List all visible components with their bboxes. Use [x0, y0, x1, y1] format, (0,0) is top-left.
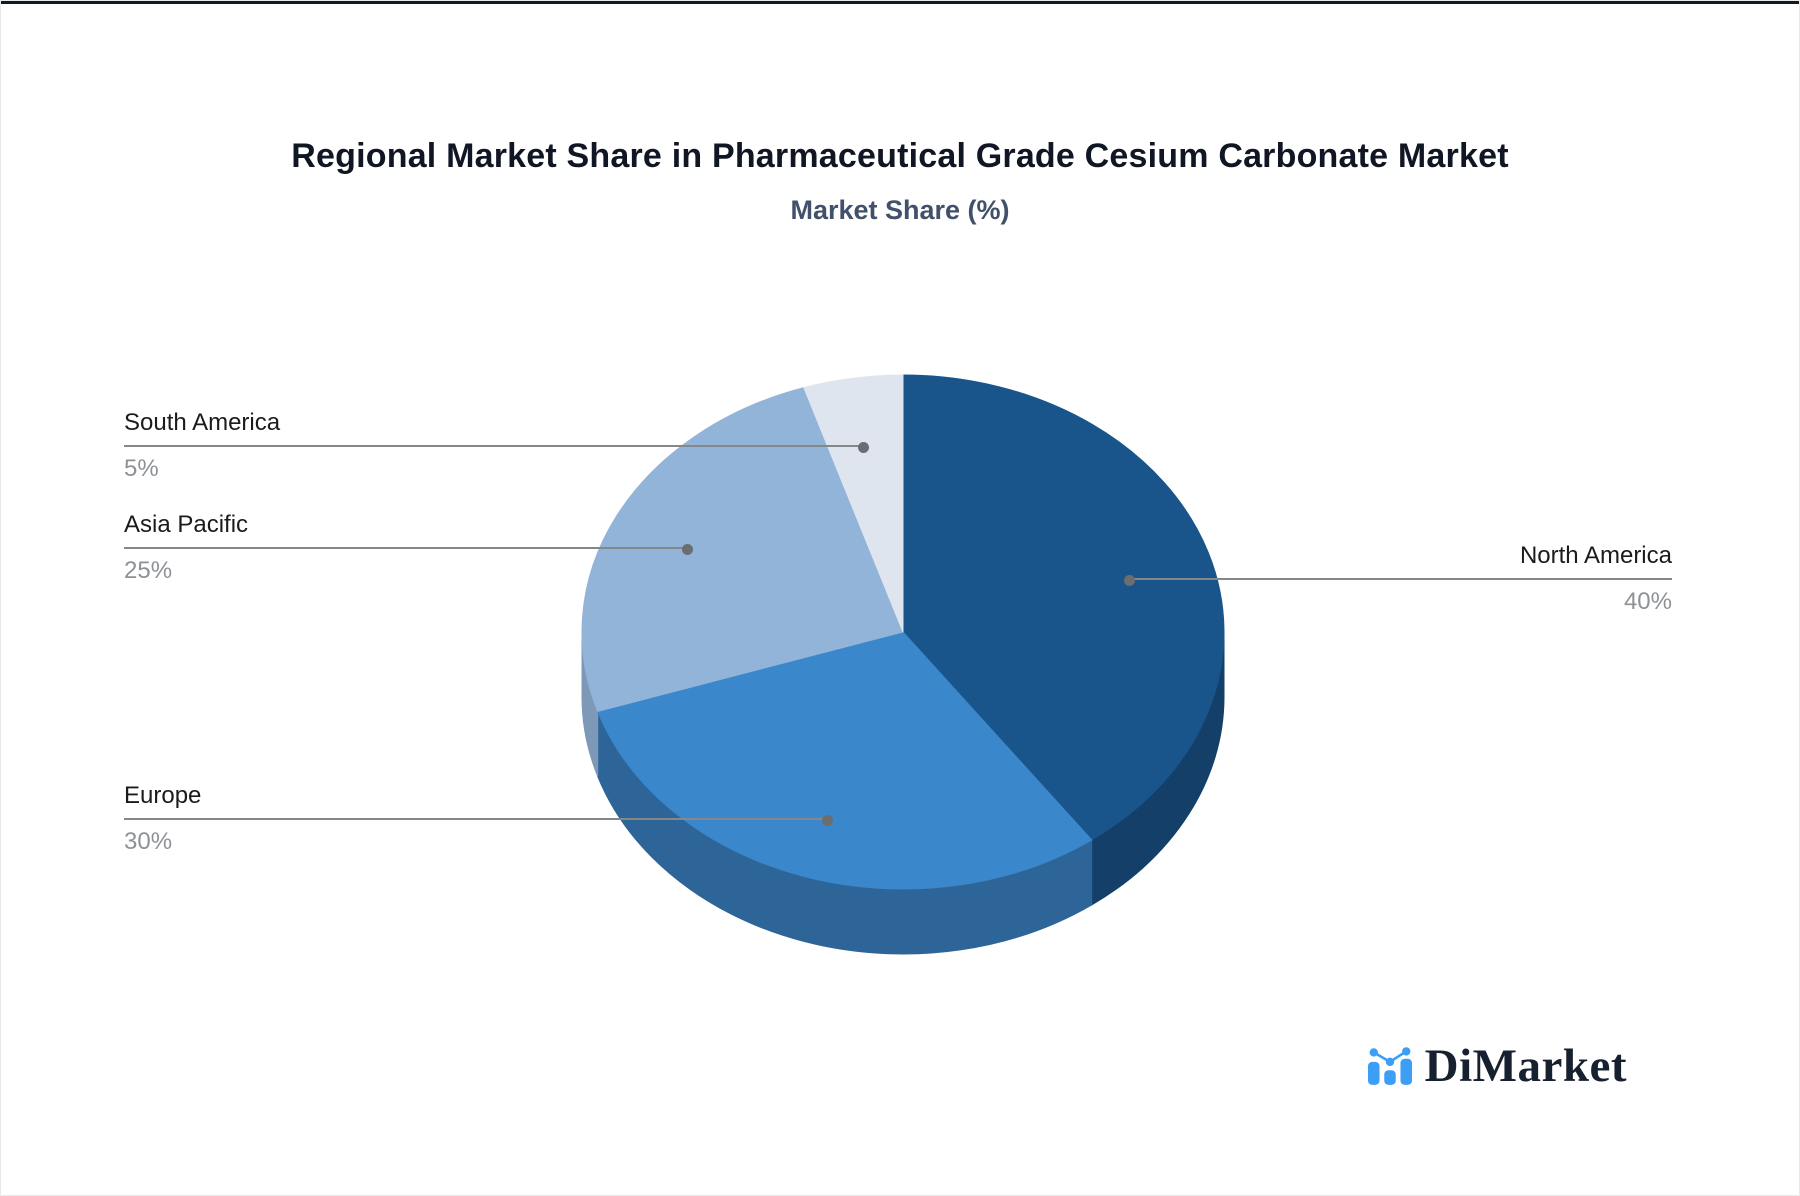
brand-name: DiMarket	[1424, 1040, 1627, 1092]
top-border	[1, 1, 1799, 4]
leader-dot	[822, 815, 833, 826]
brand-logo: DiMarket	[1367, 1040, 1627, 1092]
leader-line	[124, 815, 833, 826]
pie-slice-south-america	[803, 374, 904, 633]
leader-line	[124, 544, 693, 555]
label-name: South America	[124, 409, 281, 436]
label-name: Europe	[124, 782, 202, 809]
pie-slice-north-america	[902, 374, 1225, 841]
leader-line	[1124, 575, 1672, 586]
leader-dot	[1124, 575, 1135, 586]
chart-title: Regional Market Share in Pharmaceutical …	[291, 137, 1509, 175]
leader-line	[124, 442, 869, 453]
label-percent: 25%	[124, 557, 173, 584]
leader-dot	[858, 442, 869, 453]
pie-slice-europe	[597, 631, 1093, 890]
label-percent: 40%	[1623, 588, 1672, 615]
label-percent: 5%	[124, 455, 159, 482]
label-name: North America	[1519, 542, 1672, 569]
label-name: Asia Pacific	[124, 511, 249, 538]
chart-subtitle: Market Share (%)	[790, 195, 1010, 225]
label-percent: 30%	[124, 828, 173, 855]
bar-line-chart-icon	[1367, 1047, 1412, 1085]
pie-slice-asia-pacific	[581, 387, 904, 712]
leader-dot	[682, 544, 693, 555]
